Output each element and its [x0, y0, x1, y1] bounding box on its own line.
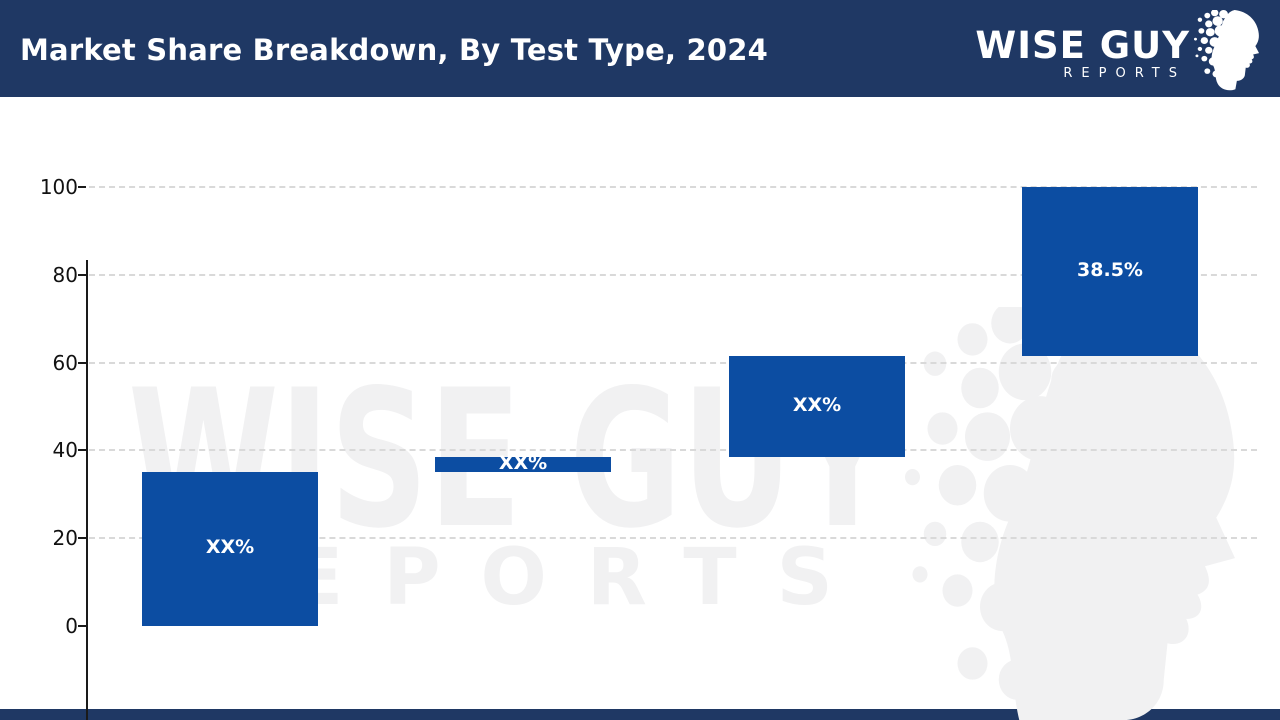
- y-tick-label-0: 0: [65, 614, 78, 638]
- page-title: Market Share Breakdown, By Test Type, 20…: [20, 33, 769, 67]
- y-tick-mark-100: [78, 186, 86, 188]
- y-tick-label-60: 60: [52, 350, 78, 375]
- gridline-100: [89, 186, 1257, 188]
- logo-subtitle: REPORTS: [1063, 66, 1186, 81]
- gridline-40: [89, 449, 1257, 452]
- bar-value-label-next-generation-sequencing: 38.5%: [1077, 258, 1143, 281]
- logo-wordmark: WISE GUY: [975, 24, 1190, 67]
- gridline-60: [89, 361, 1257, 364]
- y-tick-label-80: 80: [52, 262, 78, 287]
- bar-next-generation-sequencing: [1022, 187, 1198, 356]
- logo-face-icon: [1194, 10, 1260, 91]
- y-axis-line: [86, 260, 88, 720]
- watermark-face-icon: [905, 307, 1235, 720]
- gridline-80: [89, 273, 1257, 276]
- gridline-20: [89, 537, 1257, 540]
- y-tick-label-100: 100: [39, 175, 78, 199]
- bar-sanger-sequencing: [435, 456, 611, 473]
- bar-pcr-test: [142, 472, 318, 626]
- y-tick-mark-0: [78, 625, 86, 627]
- y-tick-mark-60: [78, 361, 86, 364]
- bar-value-label-sanger-sequencing: XX%: [498, 451, 548, 474]
- wiseguy-logo: WISE GUY REPORTS: [975, 6, 1262, 92]
- y-tick-label-20: 20: [52, 526, 78, 551]
- bar-value-label-pcr-test: XX%: [205, 536, 255, 559]
- header-bar: Market Share Breakdown, By Test Type, 20…: [0, 0, 1280, 97]
- bar-hybridization-based-test: [729, 356, 905, 457]
- y-tick-label-40: 40: [52, 438, 78, 463]
- y-tick-mark-40: [78, 449, 86, 452]
- bar-value-label-hybridization-based-test: XX%: [792, 393, 842, 416]
- y-tick-mark-80: [78, 273, 86, 276]
- y-tick-mark-20: [78, 537, 86, 540]
- footer-bar: [0, 709, 1280, 720]
